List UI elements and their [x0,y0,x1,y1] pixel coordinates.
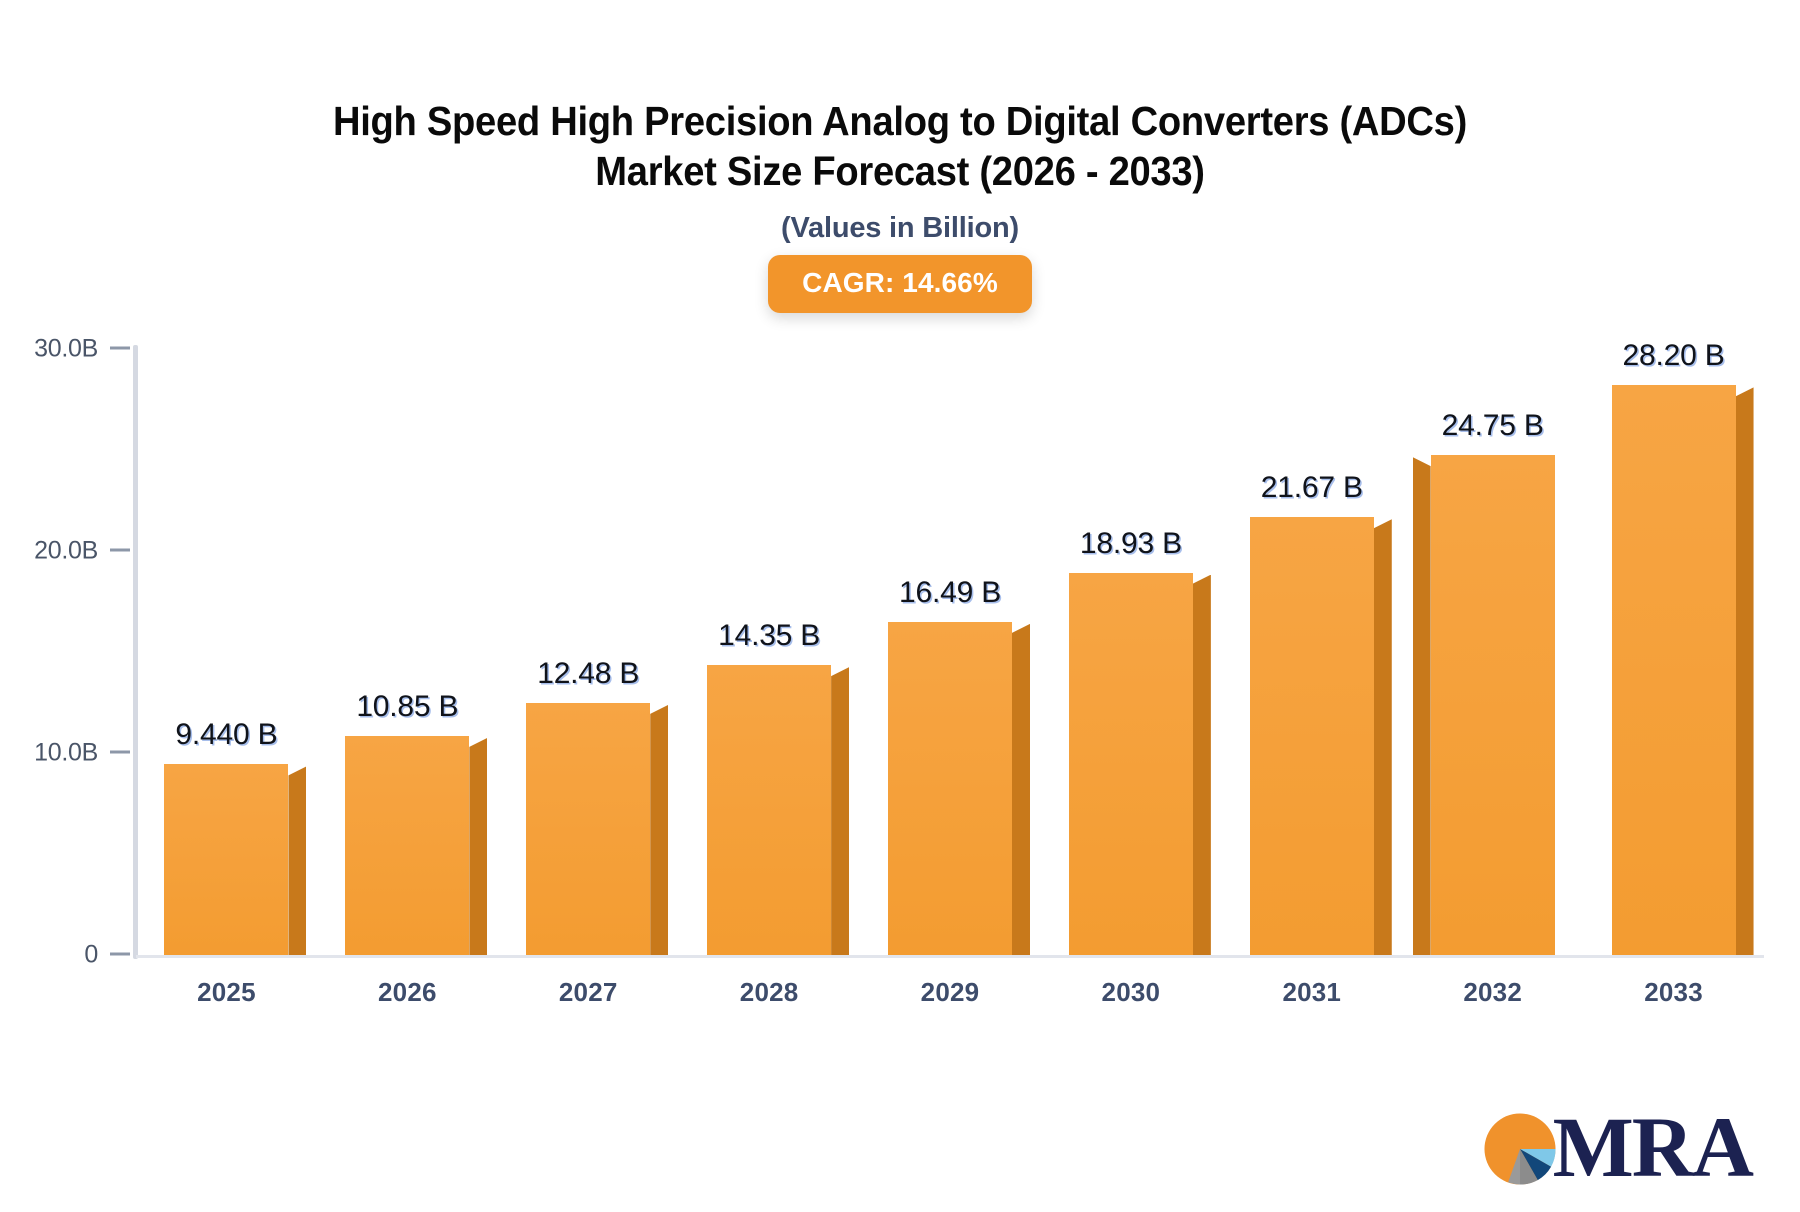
bar-item[interactable]: 18.93 B 2030 [1068,527,1211,1007]
x-axis-category-label: 2032 [1463,977,1522,1007]
chart-subtitle: (Values in Billion) [781,212,1019,245]
y-axis-tick-label: 0 [84,940,98,969]
bar-item[interactable]: 9.440 B 2025 [164,718,307,1007]
y-axis-tick-label: 10.0B [34,738,98,767]
y-axis-tick-dash [110,346,130,350]
y-axis-line [133,345,138,959]
bar-item[interactable]: 21.67 B 2031 [1249,471,1392,1007]
y-axis-tick-dash [110,952,130,956]
x-axis-category-label: 2029 [920,977,980,1007]
bar-shape [164,764,307,955]
logo-wordmark: MRA [1552,1099,1754,1195]
y-axis-tick-dash [110,750,130,754]
bar-face [164,764,289,955]
bar-face [526,702,651,955]
bar-shape [345,735,488,955]
bar-face [707,665,832,955]
page-title: High Speed High Precision Analog to Digi… [332,98,1468,195]
bar-value-label: 14.35 B [718,619,821,653]
bar-value-label: 9.440 B [175,718,278,752]
bar-face [888,621,1012,955]
bar-item[interactable]: 28.20 B 2033 [1611,339,1754,1007]
y-axis-tick-dash [110,548,130,552]
bar-item[interactable]: 14.35 B 2028 [707,619,850,1007]
bar-shape [1249,517,1392,955]
bar-value-label: 10.85 B [356,689,459,723]
bar-side-bevel [1192,574,1211,955]
x-axis-category-label: 2030 [1101,977,1161,1007]
bar-face [1611,385,1736,955]
bar-side-bevel [469,737,488,955]
y-axis-tick: 20.0B [0,537,130,566]
x-axis-category-label: 2027 [558,977,618,1007]
bar-side-bevel [650,704,669,955]
y-axis-tick: 10.0B [0,739,130,768]
bar-side-bevel [1012,623,1030,955]
bar-side-bevel [1412,457,1431,955]
bar-value-label: 12.48 B [537,656,640,690]
bar-value-label: 18.93 B [1079,526,1182,560]
x-axis-category-label: 2033 [1644,977,1703,1007]
bar-shape [1412,455,1555,955]
bar-side-bevel [288,766,307,955]
brand-logo: MRA [1483,1104,1754,1190]
y-axis-tick: 0 [0,941,130,970]
bar-side-bevel [1373,519,1392,955]
bar-item[interactable]: 24.75 B 2032 [1412,409,1555,1007]
pie-chart-icon [1484,1113,1556,1185]
x-axis-line [136,955,1764,958]
x-axis-category-label: 2028 [739,977,799,1007]
bar-item[interactable]: 12.48 B 2027 [526,657,669,1007]
y-axis-tick-label: 20.0B [34,536,98,565]
x-axis-category-label: 2026 [378,977,437,1007]
bar-item[interactable]: 10.85 B 2026 [345,690,488,1007]
x-axis-category-label: 2031 [1282,977,1342,1007]
bar-shape [888,621,1030,955]
bar-value-label: 16.49 B [898,575,1002,609]
chart-header: High Speed High Precision Analog to Digi… [0,0,1800,314]
bar-value-label: 21.67 B [1260,471,1363,505]
bar-shape [526,702,669,955]
bar-face [345,735,470,955]
cagr-badge-container: CAGR: 14.66% [0,255,1800,314]
bar-shape [1068,572,1211,955]
x-axis-category-label: 2025 [197,977,256,1007]
bar-value-label: 28.20 B [1622,339,1725,373]
bar-face [1068,572,1193,955]
bar-shape [1611,385,1754,955]
bar-item[interactable]: 16.49 B 2029 [888,576,1030,1007]
cagr-badge: CAGR: 14.66% [768,255,1032,314]
bar-value-label: 24.75 B [1441,409,1544,443]
bar-side-bevel [1735,387,1754,955]
y-axis-tick-label: 30.0B [34,334,98,363]
bar-face [1249,517,1374,955]
bar-side-bevel [831,667,850,955]
y-axis-tick: 30.0B [0,335,130,364]
bar-face [1430,455,1555,955]
bar-shape [707,665,850,955]
